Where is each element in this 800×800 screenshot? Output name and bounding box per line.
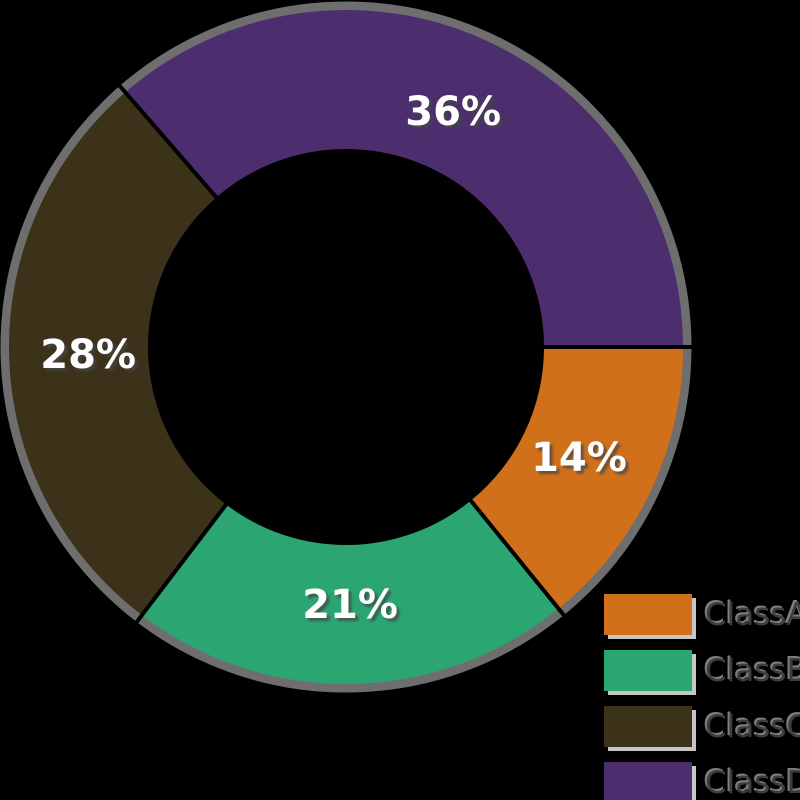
donut-slice-classb [141,500,559,684]
legend-swatch [604,762,692,800]
legend-swatch [604,706,692,747]
slice-percent-label: 36% [405,89,502,136]
legend-item: ClassB [604,650,800,691]
legend-item: ClassD [604,762,800,800]
legend: ClassA ClassB ClassC ClassD [604,594,800,800]
slice-separator-line [465,494,569,621]
slice-percent-label: 14% [531,434,627,481]
donut-slice-classc [9,92,227,616]
slice-separator-line [114,80,222,204]
legend-label: ClassC [705,708,800,745]
donut-slice-classd [125,9,683,347]
slice-percent-label: 28% [40,332,136,379]
legend-item: ClassC [604,706,800,747]
legend-label: ClassD [705,764,800,800]
slice-separator-line [131,498,232,628]
legend-label: ClassB [705,652,800,689]
legend-swatch [604,650,692,691]
legend-label: ClassA [705,596,800,633]
slice-percent-label: 21% [302,581,398,628]
legend-item: ClassA [604,594,800,635]
donut-slice-classa [470,347,683,609]
legend-swatch [604,594,692,635]
